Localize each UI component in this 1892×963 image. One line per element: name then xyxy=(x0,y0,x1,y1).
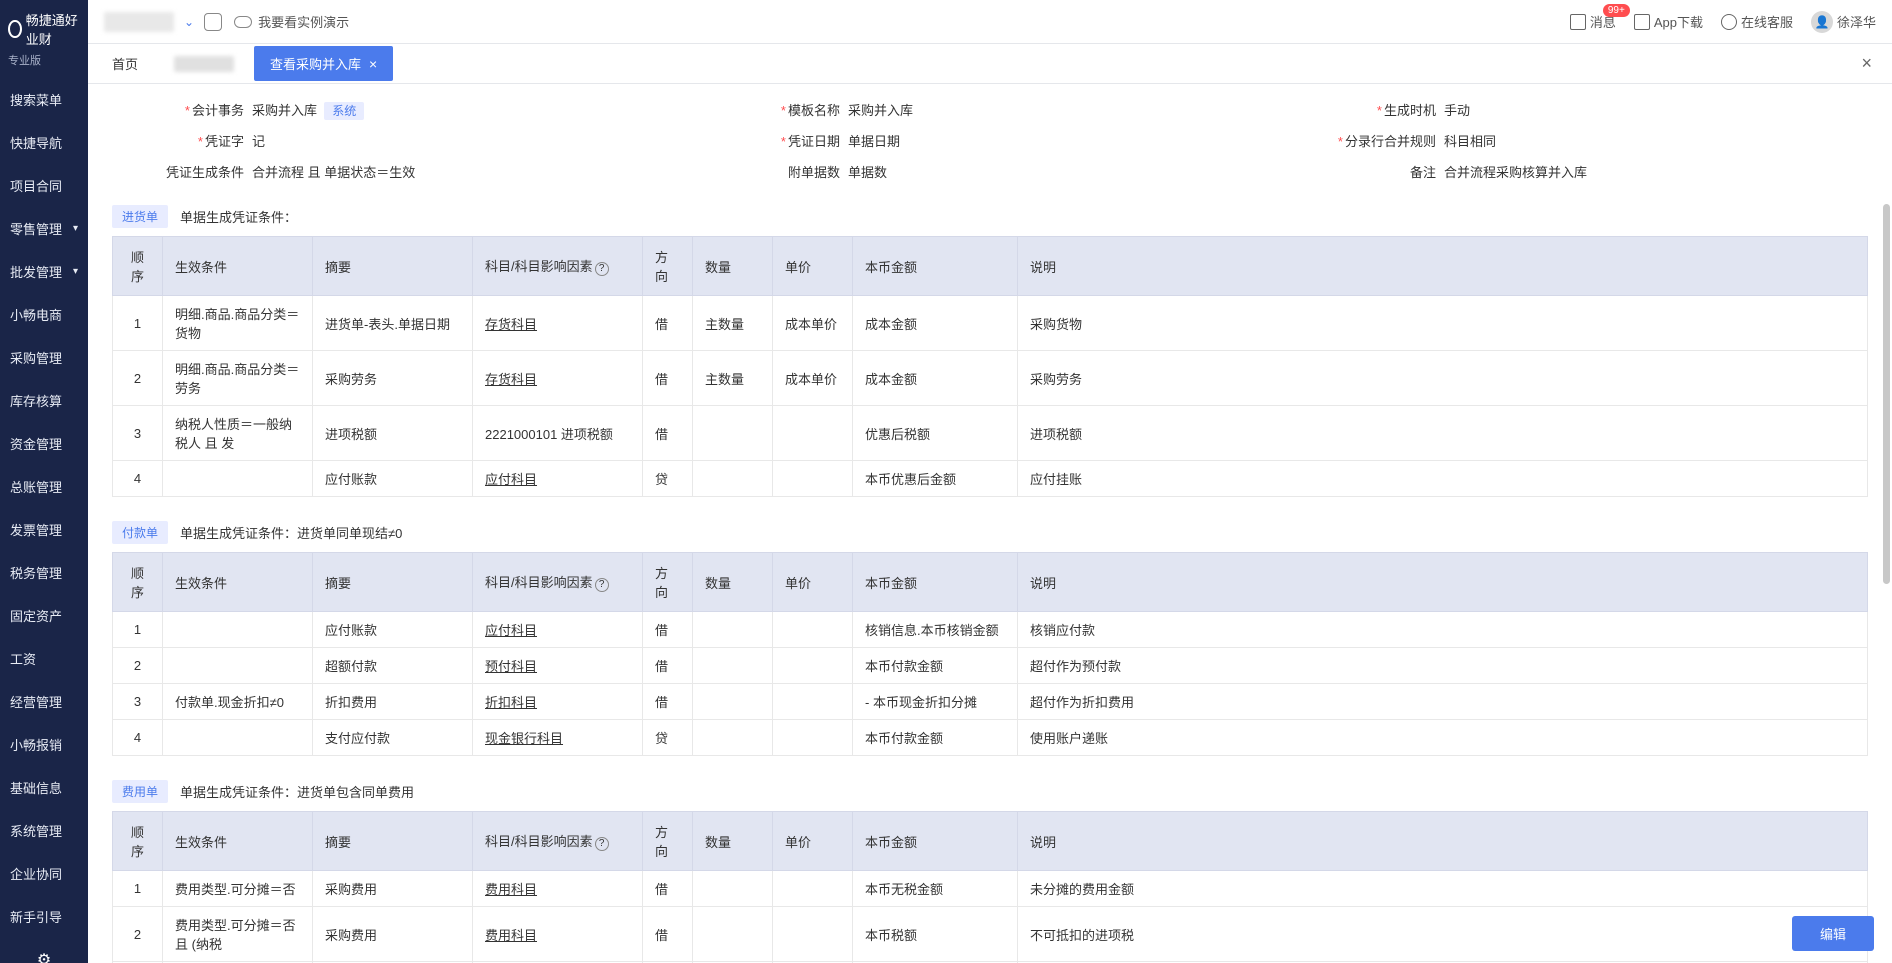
section-incoming: 进货单 单据生成凭证条件： 顺序生效条件摘要科目/科目影响因素?方向数量单价本币… xyxy=(112,205,1868,497)
system-tag: 系统 xyxy=(324,102,364,120)
chevron-down-icon: ▾ xyxy=(73,266,78,277)
table-row: 3纳税人性质＝一般纳税人 且 发进项税额2221000101 进项税额借优惠后税… xyxy=(113,406,1868,461)
sidebar-item[interactable]: 总账管理 xyxy=(0,465,88,508)
org-dropdown-icon[interactable]: ⌄ xyxy=(184,15,194,29)
sidebar-item[interactable]: 零售管理▾ xyxy=(0,207,88,250)
sidebar-item[interactable]: 小畅报销 xyxy=(0,723,88,766)
section-tag: 费用单 xyxy=(112,780,168,803)
sidebar-item[interactable]: 批发管理▾ xyxy=(0,250,88,293)
help-icon[interactable]: ? xyxy=(595,578,609,592)
sidebar-item[interactable]: 新手引导 xyxy=(0,895,88,938)
table-row: 2明细.商品.商品分类＝劳务采购劳务存货科目借主数量成本单价成本金额采购劳务 xyxy=(113,351,1868,406)
sidebar-item[interactable]: 企业协同 xyxy=(0,852,88,895)
table-expense: 顺序生效条件摘要科目/科目影响因素?方向数量单价本币金额说明 1费用类型.可分摊… xyxy=(112,811,1868,963)
sidebar-item[interactable]: 固定资产 xyxy=(0,594,88,637)
subject-link[interactable]: 现金银行科目 xyxy=(485,731,563,746)
table-row: 1费用类型.可分摊＝否采购费用费用科目借本币无税金额未分摊的费用金额 xyxy=(113,871,1868,907)
chevron-down-icon: ▾ xyxy=(73,223,78,234)
table-incoming: 顺序生效条件摘要科目/科目影响因素?方向数量单价本币金额说明 1明细.商品.商品… xyxy=(112,236,1868,497)
edit-button[interactable]: 编辑 xyxy=(1792,916,1874,951)
table-row: 3付款单.现金折扣≠0折扣费用折扣科目借- 本币现金折扣分摊超付作为折扣费用 xyxy=(113,684,1868,720)
tab-blurred[interactable] xyxy=(158,48,250,80)
cloud-icon xyxy=(234,16,252,28)
table-payment: 顺序生效条件摘要科目/科目影响因素?方向数量单价本币金额说明 1应付账款应付科目… xyxy=(112,552,1868,756)
gear-icon[interactable] xyxy=(204,13,222,31)
help-icon[interactable]: ? xyxy=(595,837,609,851)
demo-link[interactable]: 我要看实例演示 xyxy=(234,12,349,31)
sidebar: 畅捷通好业财 专业版 搜索菜单快捷导航项目合同零售管理▾批发管理▾小畅电商采购管… xyxy=(0,0,88,963)
scrollbar-thumb[interactable] xyxy=(1883,204,1890,584)
help-icon[interactable]: ? xyxy=(595,262,609,276)
subject-link[interactable]: 应付科目 xyxy=(485,623,537,638)
sidebar-item[interactable]: 资金管理 xyxy=(0,422,88,465)
sidebar-item[interactable]: 库存核算 xyxy=(0,379,88,422)
tab-home[interactable]: 首页 xyxy=(96,46,154,81)
brand-edition: 专业版 xyxy=(0,52,88,78)
sidebar-item[interactable]: 小畅电商 xyxy=(0,293,88,336)
user-menu[interactable]: 👤 徐泽华 xyxy=(1811,11,1876,33)
sidebar-item[interactable]: 发票管理 xyxy=(0,508,88,551)
subject-link[interactable]: 折扣科目 xyxy=(485,695,537,710)
subject-link[interactable]: 预付科目 xyxy=(485,659,537,674)
subject-link[interactable]: 费用科目 xyxy=(485,928,537,943)
tab-close-icon[interactable]: × xyxy=(369,56,377,72)
table-row: 2费用类型.可分摊＝否 且 (纳税采购费用费用科目借本币税额不可抵扣的进项税 xyxy=(113,907,1868,962)
subject-link[interactable]: 存货科目 xyxy=(485,372,537,387)
topbar: ⌄ 我要看实例演示 消息 99+ App下载 在线客服 xyxy=(88,0,1892,44)
brand-name: 畅捷通好业财 xyxy=(26,10,80,48)
service-button[interactable]: 在线客服 xyxy=(1721,12,1793,31)
sidebar-item[interactable]: 基础信息 xyxy=(0,766,88,809)
message-button[interactable]: 消息 99+ xyxy=(1570,12,1616,31)
sidebar-item[interactable]: 快捷导航 xyxy=(0,121,88,164)
section-tag: 付款单 xyxy=(112,521,168,544)
sidebar-settings-icon[interactable]: ⚙ xyxy=(0,938,88,963)
table-row: 4支付应付款现金银行科目贷本币付款金额使用账户递账 xyxy=(113,720,1868,756)
section-expense: 费用单 单据生成凭证条件：进货单包含同单费用 顺序生效条件摘要科目/科目影响因素… xyxy=(112,780,1868,963)
sidebar-item[interactable]: 工资 xyxy=(0,637,88,680)
headset-icon xyxy=(1721,14,1737,30)
sidebar-item[interactable]: 采购管理 xyxy=(0,336,88,379)
tab-active[interactable]: 查看采购并入库 × xyxy=(254,46,393,81)
download-button[interactable]: App下载 xyxy=(1634,12,1703,31)
tabs-bar: 首页 查看采购并入库 × × xyxy=(88,44,1892,84)
org-selector-blurred[interactable] xyxy=(104,12,174,32)
avatar-icon: 👤 xyxy=(1811,11,1833,33)
table-row: 2超额付款预付科目借本币付款金额超付作为预付款 xyxy=(113,648,1868,684)
phone-icon xyxy=(1634,14,1650,30)
close-all-tabs-icon[interactable]: × xyxy=(1849,53,1884,74)
subject-link[interactable]: 应付科目 xyxy=(485,472,537,487)
form-header: *会计事务采购并入库 系统 *模板名称采购并入库 *生成时机手动 *凭证字记 *… xyxy=(112,100,1868,181)
table-row: 1应付账款应付科目借核销信息.本币核销金额核销应付款 xyxy=(113,612,1868,648)
content-scroll[interactable]: *会计事务采购并入库 系统 *模板名称采购并入库 *生成时机手动 *凭证字记 *… xyxy=(88,84,1892,963)
section-tag: 进货单 xyxy=(112,205,168,228)
brand: 畅捷通好业财 xyxy=(0,0,88,52)
sidebar-item[interactable]: 项目合同 xyxy=(0,164,88,207)
sidebar-item[interactable]: 税务管理 xyxy=(0,551,88,594)
table-row: 4应付账款应付科目贷本币优惠后金额应付挂账 xyxy=(113,461,1868,497)
subject-link[interactable]: 存货科目 xyxy=(485,317,537,332)
brand-icon xyxy=(8,20,22,38)
message-badge: 99+ xyxy=(1603,4,1630,17)
message-icon xyxy=(1570,14,1586,30)
sidebar-item[interactable]: 系统管理 xyxy=(0,809,88,852)
section-payment: 付款单 单据生成凭证条件：进货单同单现结≠0 顺序生效条件摘要科目/科目影响因素… xyxy=(112,521,1868,756)
table-row: 1明细.商品.商品分类＝货物进货单-表头.单据日期存货科目借主数量成本单价成本金… xyxy=(113,296,1868,351)
subject-link[interactable]: 费用科目 xyxy=(485,882,537,897)
sidebar-item[interactable]: 经营管理 xyxy=(0,680,88,723)
sidebar-item[interactable]: 搜索菜单 xyxy=(0,78,88,121)
